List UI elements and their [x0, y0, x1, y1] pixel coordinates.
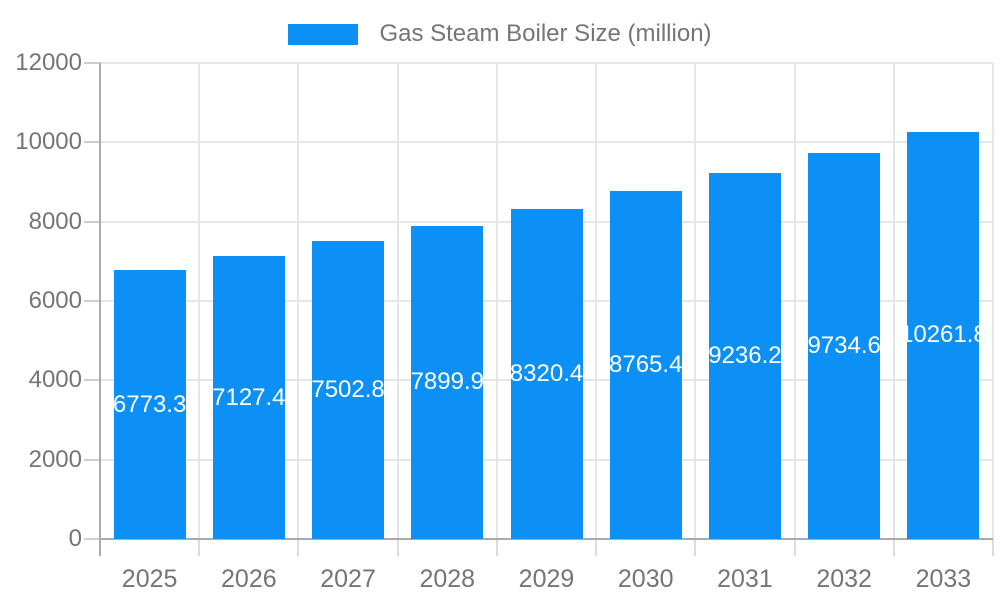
v-gridline — [793, 63, 796, 539]
y-axis-tick — [84, 458, 101, 461]
y-axis-label: 8000 — [28, 207, 82, 235]
y-axis-label: 12000 — [15, 49, 82, 76]
x-axis-tick — [992, 539, 994, 556]
y-axis-label: 6000 — [28, 287, 82, 314]
x-axis-label: 2031 — [717, 565, 773, 593]
v-gridline — [495, 63, 498, 539]
y-axis-tick — [84, 62, 101, 64]
x-axis-label: 2027 — [320, 565, 376, 593]
x-axis-tick — [396, 539, 399, 556]
x-axis-label: 2033 — [915, 565, 972, 593]
y-axis-tick — [84, 379, 101, 382]
bar[interactable]: 8765.4 — [609, 191, 682, 539]
bar[interactable]: 8320.4 — [510, 208, 583, 539]
x-axis-line — [100, 538, 993, 540]
x-axis-tick — [694, 539, 697, 556]
bar-value-label: 9734.6 — [808, 331, 881, 359]
bar-value-label: 7502.8 — [312, 376, 385, 404]
x-axis-tick — [297, 539, 300, 556]
v-gridline — [892, 63, 895, 539]
bar-value-label: 7127.4 — [212, 383, 285, 411]
y-axis-tick — [84, 538, 101, 540]
h-gridline — [100, 141, 993, 144]
bar-value-label: 8320.4 — [510, 359, 583, 387]
bar[interactable]: 6773.3 — [113, 270, 186, 539]
x-axis-tick — [495, 539, 498, 556]
bar[interactable]: 7502.8 — [312, 241, 385, 539]
bar-value-label: 8765.4 — [609, 351, 682, 379]
legend-swatch-icon — [288, 23, 359, 45]
v-gridline — [992, 63, 994, 539]
y-axis-tick — [84, 300, 101, 302]
bar[interactable]: 9236.2 — [708, 172, 781, 539]
y-axis-label: 10000 — [15, 128, 82, 156]
y-axis-label: 4000 — [28, 366, 82, 394]
x-axis-label: 2029 — [518, 565, 575, 593]
bar[interactable]: 10261.8 — [907, 131, 980, 539]
y-axis-label: 2000 — [28, 445, 82, 473]
x-axis-tick — [892, 539, 895, 556]
bar-value-label: 6773.3 — [113, 390, 186, 418]
x-axis-label: 2030 — [617, 565, 674, 593]
x-axis-label: 2032 — [816, 565, 872, 593]
v-gridline — [396, 63, 399, 539]
x-axis-label: 2026 — [221, 565, 277, 593]
v-gridline — [694, 63, 697, 539]
v-gridline — [595, 63, 598, 539]
v-gridline — [297, 63, 300, 539]
bar-value-label: 7899.9 — [411, 368, 484, 396]
h-gridline — [100, 62, 993, 64]
x-axis-label: 2028 — [419, 565, 476, 593]
y-axis-tick — [84, 141, 101, 144]
bar[interactable]: 7127.4 — [212, 256, 285, 539]
bar[interactable]: 7899.9 — [411, 225, 484, 539]
v-gridline — [198, 63, 201, 539]
x-axis-tick — [793, 539, 796, 556]
y-axis-label: 0 — [68, 525, 82, 552]
legend-label: Gas Steam Boiler Size (million) — [379, 20, 712, 47]
bar[interactable]: 9734.6 — [808, 152, 881, 539]
y-axis-line — [99, 63, 101, 556]
bar-value-label: 9236.2 — [708, 341, 781, 369]
x-axis-label: 2025 — [121, 565, 178, 593]
chart-legend[interactable]: Gas Steam Boiler Size (million) — [0, 20, 1000, 48]
y-axis-tick — [84, 220, 101, 223]
x-axis-tick — [595, 539, 598, 556]
bar-value-label: 10261.8 — [907, 321, 979, 349]
x-axis-tick — [198, 539, 201, 556]
